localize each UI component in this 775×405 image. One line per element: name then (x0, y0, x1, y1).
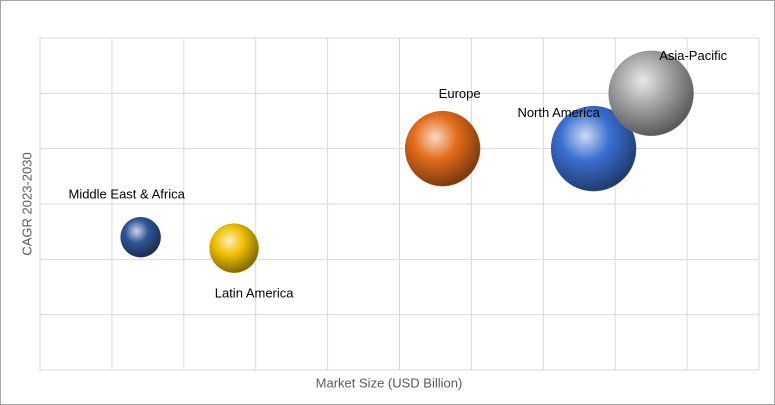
bubble (209, 223, 259, 274)
x-axis-title: Market Size (USD Billion) (316, 375, 463, 390)
data-label: North America (517, 105, 600, 120)
bubble (404, 111, 481, 187)
data-label: Europe (439, 86, 481, 101)
y-axis-title: CAGR 2023-2030 (19, 152, 34, 255)
bubble (120, 216, 161, 258)
data-label: Middle East & Africa (68, 187, 185, 202)
bubble (608, 50, 694, 137)
data-label: Latin America (215, 286, 295, 301)
bubble (550, 105, 637, 192)
data-label: Asia-Pacific (659, 48, 727, 63)
